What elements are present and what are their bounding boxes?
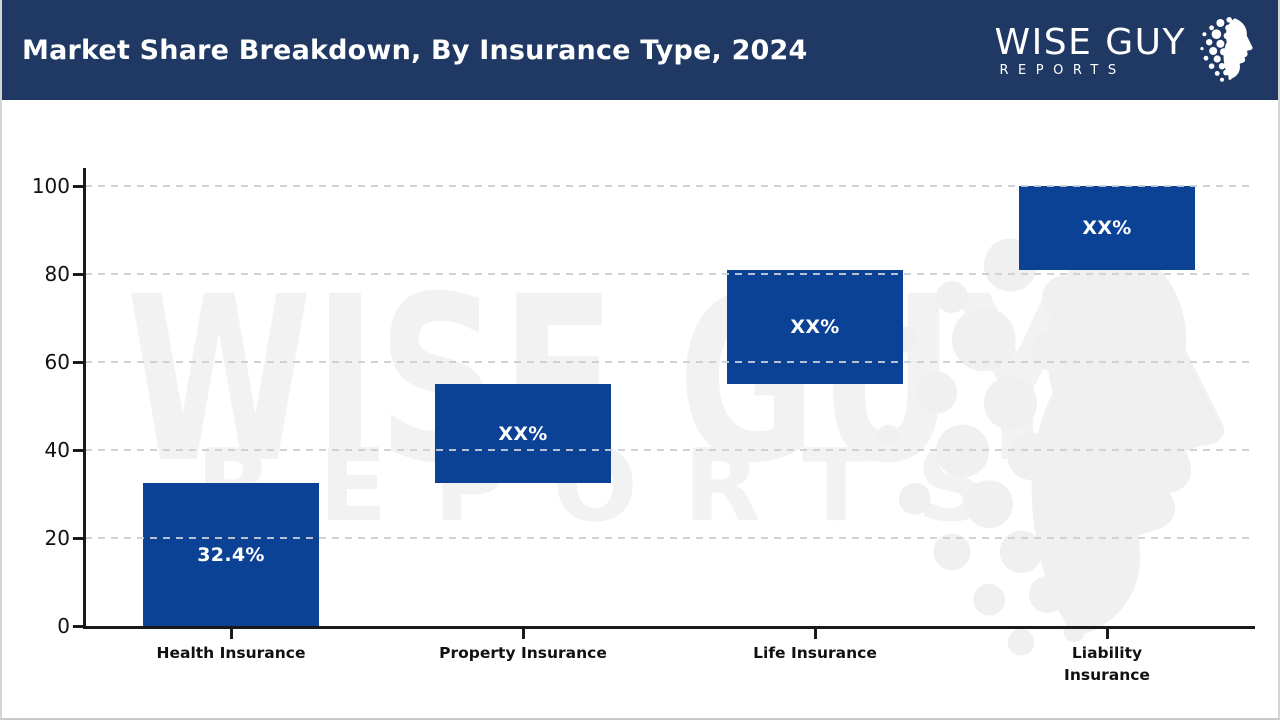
y-axis-line (83, 168, 86, 629)
y-axis-tick-mark (73, 360, 84, 364)
y-axis-tick-label: 60 (44, 350, 70, 374)
bar-value-label: XX% (790, 315, 840, 338)
x-axis-category-label: Life Insurance (753, 644, 877, 662)
y-axis-tick-mark (73, 536, 84, 540)
y-axis-tick-mark (73, 448, 84, 452)
y-axis-tick-label: 20 (44, 526, 70, 550)
y-axis-tick-label: 80 (44, 262, 70, 286)
x-axis-tick-mark (229, 629, 233, 639)
bar-health-insurance: 32.4% (143, 483, 319, 626)
y-axis-tick-label: 40 (44, 438, 70, 462)
logo-wordmark: WISE GUY (994, 21, 1186, 63)
bar-life-insurance: XX% (727, 269, 903, 384)
bar-liability-insurance: XX% (1019, 186, 1195, 270)
gridline (85, 449, 1253, 451)
x-axis-tick-mark (521, 629, 525, 639)
x-axis-category-label: Health Insurance (156, 644, 306, 662)
logo-subtext: REPORTS (999, 63, 1126, 79)
header: Market Share Breakdown, By Insurance Typ… (0, 0, 1280, 100)
bar-value-label: XX% (498, 422, 548, 445)
x-axis-category-label: Property Insurance (439, 644, 607, 662)
gridline (85, 185, 1253, 187)
y-axis-tick-mark (73, 272, 84, 276)
y-axis-tick-mark (73, 184, 84, 188)
chart-figure: WISE GUY REPORTS 0 20 40 60 80 100 32.4% Health… (0, 100, 1280, 712)
x-axis-tick-mark (813, 629, 817, 639)
gridline (85, 361, 1253, 363)
plot-area: 0 20 40 60 80 100 32.4% Health Insurance XX% Prop… (0, 100, 1280, 712)
gridline (85, 537, 1253, 539)
bar-property-insurance: XX% (435, 384, 611, 484)
x-axis-line (83, 626, 1255, 629)
gridline (85, 273, 1253, 275)
bar-value-label: 32.4% (197, 543, 265, 566)
wiseguy-logo: WISE GUY REPORTS (995, 13, 1255, 89)
y-axis-tick-label: 0 (57, 614, 70, 638)
wiseguy-head-icon (1190, 13, 1254, 89)
x-axis-tick-mark (1105, 629, 1109, 639)
page-title: Market Share Breakdown, By Insurance Typ… (22, 34, 808, 66)
x-axis-category-label: Liability Insurance (1064, 644, 1150, 684)
y-axis-tick-label: 100 (31, 174, 70, 198)
y-axis-tick-mark (73, 624, 84, 628)
logo-text: WISE GUY REPORTS (994, 21, 1187, 79)
bar-value-label: XX% (1082, 216, 1132, 239)
